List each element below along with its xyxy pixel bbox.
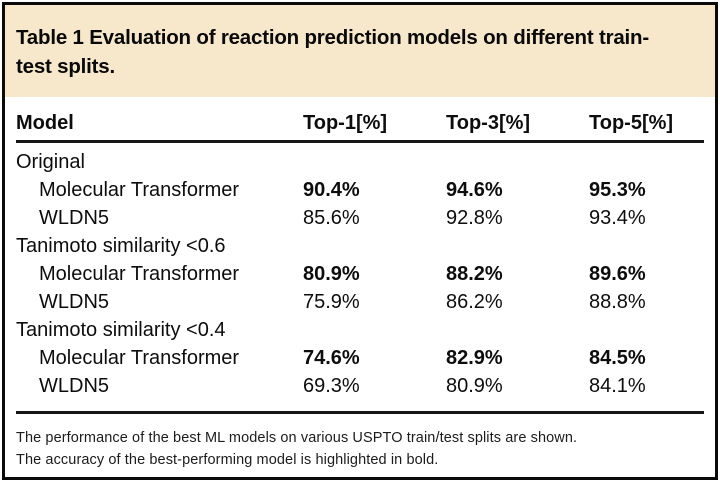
top1-value: 85.6% bbox=[303, 207, 360, 229]
footer-rule bbox=[16, 411, 704, 414]
top3-value: 80.9% bbox=[446, 375, 503, 397]
group-header-row: Original bbox=[16, 148, 704, 176]
model-name: Molecular Transformer bbox=[39, 347, 240, 369]
footnote-line-1: The performance of the best ML models on… bbox=[16, 430, 578, 446]
model-name: WLDN5 bbox=[39, 375, 110, 397]
model-name: Molecular Transformer bbox=[39, 179, 240, 201]
column-header-top3: Top-3[%] bbox=[446, 112, 531, 134]
top3-value: 82.9% bbox=[446, 347, 503, 369]
top5-value: 84.5% bbox=[589, 347, 646, 369]
group-header-row: Tanimoto similarity <0.4 bbox=[16, 316, 704, 344]
column-header-model: Model bbox=[16, 112, 74, 134]
header-rule bbox=[16, 140, 704, 143]
top1-value: 74.6% bbox=[303, 347, 360, 369]
table-row: Molecular Transformer 74.6% 82.9% 84.5% bbox=[16, 344, 704, 372]
table-footnote: The performance of the best ML models on… bbox=[5, 419, 715, 477]
top3-value: 94.6% bbox=[446, 179, 503, 201]
top1-value: 69.3% bbox=[303, 375, 360, 397]
top1-value: 90.4% bbox=[303, 179, 360, 201]
table-row: Molecular Transformer 90.4% 94.6% 95.3% bbox=[16, 176, 704, 204]
column-header-top1: Top-1[%] bbox=[303, 112, 388, 134]
table-row: WLDN5 69.3% 80.9% 84.1% bbox=[16, 372, 704, 400]
table: Model Top-1[%] Top-3[%] Top-5[%] Origina… bbox=[5, 97, 715, 419]
top1-value: 80.9% bbox=[303, 263, 360, 285]
table-row: WLDN5 75.9% 86.2% 88.8% bbox=[16, 288, 704, 316]
top5-value: 93.4% bbox=[589, 207, 646, 229]
group-label: Tanimoto similarity <0.4 bbox=[16, 319, 226, 341]
column-header-top5: Top-5[%] bbox=[589, 112, 674, 134]
table-header-row: Model Top-1[%] Top-3[%] Top-5[%] bbox=[16, 97, 704, 140]
group-header-row: Tanimoto similarity <0.6 bbox=[16, 232, 704, 260]
model-name: Molecular Transformer bbox=[39, 263, 240, 285]
footnote-line-2: The accuracy of the best-performing mode… bbox=[16, 452, 439, 468]
top3-value: 86.2% bbox=[446, 291, 503, 313]
group-label: Tanimoto similarity <0.6 bbox=[16, 235, 226, 257]
top3-value: 88.2% bbox=[446, 263, 503, 285]
top5-value: 95.3% bbox=[589, 179, 646, 201]
top5-value: 88.8% bbox=[589, 291, 646, 313]
table-title: Table 1 Evaluation of reaction predictio… bbox=[5, 5, 715, 97]
table-body: Original Molecular Transformer 90.4% 94.… bbox=[16, 143, 704, 400]
model-name: WLDN5 bbox=[39, 207, 110, 229]
group-label: Original bbox=[16, 151, 85, 173]
top5-value: 84.1% bbox=[589, 375, 646, 397]
top1-value: 75.9% bbox=[303, 291, 360, 313]
table-row: WLDN5 85.6% 92.8% 93.4% bbox=[16, 204, 704, 232]
table-row: Molecular Transformer 80.9% 88.2% 89.6% bbox=[16, 260, 704, 288]
model-name: WLDN5 bbox=[39, 291, 110, 313]
top5-value: 89.6% bbox=[589, 263, 646, 285]
top3-value: 92.8% bbox=[446, 207, 503, 229]
